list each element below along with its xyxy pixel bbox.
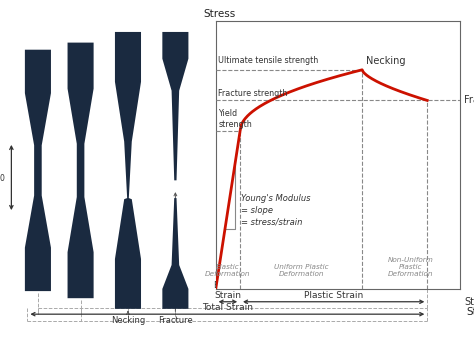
- Text: Yield
strength: Yield strength: [218, 109, 252, 129]
- Text: Elastic
Strain: Elastic Strain: [213, 281, 243, 300]
- Text: Fracture: Fracture: [464, 95, 474, 105]
- Text: Total Strain: Total Strain: [202, 304, 253, 312]
- Text: Uniform Plastic
Deformation: Uniform Plastic Deformation: [274, 263, 328, 277]
- Text: Fracture: Fracture: [158, 316, 193, 325]
- Text: Plastic Strain: Plastic Strain: [304, 291, 363, 300]
- Text: Necking: Necking: [366, 56, 406, 66]
- Text: $l_0$: $l_0$: [0, 171, 6, 184]
- Polygon shape: [162, 198, 189, 309]
- Text: Non-Uniform
Plastic
Deformation: Non-Uniform Plastic Deformation: [388, 257, 434, 277]
- Polygon shape: [162, 32, 189, 180]
- Text: Strain: Strain: [465, 297, 474, 307]
- Text: Strain: Strain: [466, 307, 474, 317]
- Text: Young's Modulus
= slope
= stress/strain: Young's Modulus = slope = stress/strain: [241, 195, 311, 227]
- Polygon shape: [25, 50, 51, 291]
- Text: Fracture strength: Fracture strength: [218, 89, 288, 98]
- Text: Ultimate tensile strength: Ultimate tensile strength: [218, 56, 319, 65]
- Polygon shape: [67, 43, 94, 298]
- Polygon shape: [115, 32, 141, 309]
- Text: Necking: Necking: [111, 316, 145, 325]
- Text: Stress: Stress: [203, 9, 236, 18]
- Text: Elastic
Deformation: Elastic Deformation: [205, 263, 251, 277]
